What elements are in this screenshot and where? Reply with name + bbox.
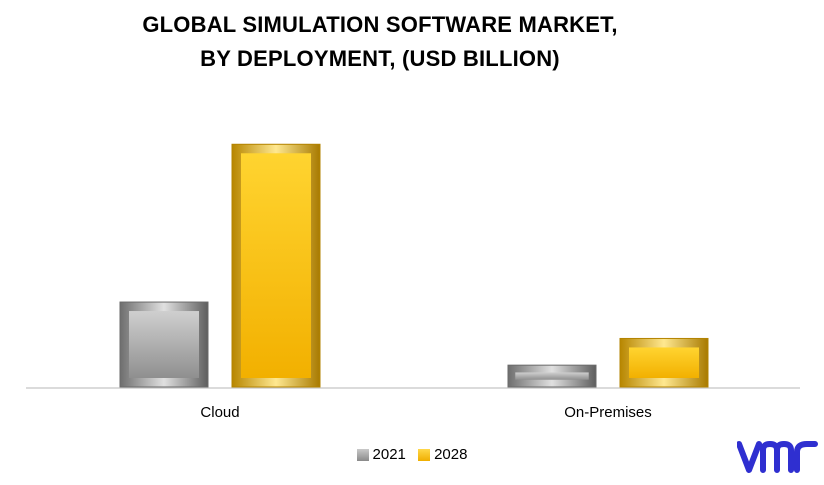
legend-item-2028: 2028 bbox=[418, 446, 467, 463]
vmr-logo-mark bbox=[737, 441, 818, 473]
vmr-logo bbox=[737, 441, 818, 473]
bar-cloud-2021 bbox=[119, 301, 209, 388]
bar-face bbox=[241, 153, 311, 378]
legend-label-2021: 2021 bbox=[372, 446, 406, 463]
bar-cloud-2028 bbox=[231, 143, 321, 388]
chart-title: GLOBAL SIMULATION SOFTWARE MARKET, BY DE… bbox=[0, 8, 760, 76]
category-label-on-premises: On-Premises bbox=[564, 404, 652, 421]
legend-swatch-2028 bbox=[418, 448, 431, 461]
category-label-cloud: Cloud bbox=[200, 404, 240, 421]
legend: 2021 2028 bbox=[0, 446, 824, 465]
legend-swatch-2021 bbox=[356, 448, 369, 461]
bar-on-premises-2021 bbox=[507, 364, 597, 388]
bar-on-premises-2028 bbox=[619, 337, 709, 388]
bar-face bbox=[129, 311, 199, 378]
bar-face bbox=[515, 372, 589, 380]
legend-item-2021: 2021 bbox=[356, 446, 406, 463]
chart-title-line-1: GLOBAL SIMULATION SOFTWARE MARKET, bbox=[142, 12, 618, 37]
bar-face bbox=[629, 347, 699, 378]
legend-label-2028: 2028 bbox=[434, 446, 468, 463]
chart-title-line-2: BY DEPLOYMENT, (USD BILLION) bbox=[200, 46, 560, 71]
